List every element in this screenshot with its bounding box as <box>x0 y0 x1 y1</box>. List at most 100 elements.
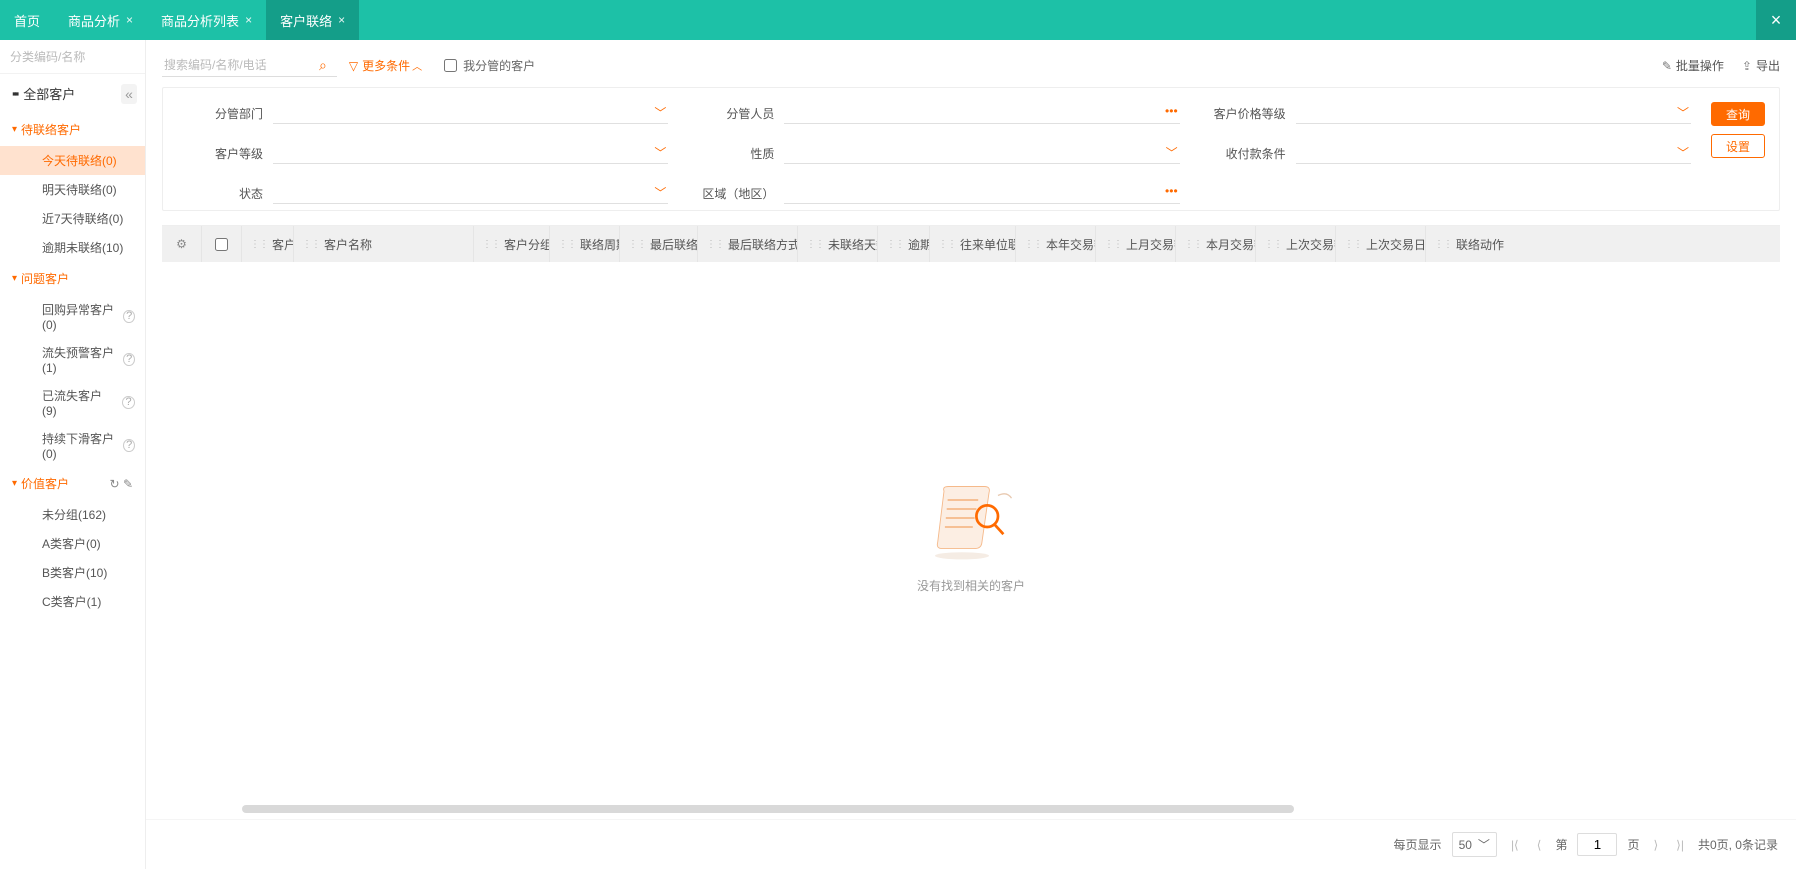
filter-field-0-2[interactable]: 客户价格等级﹀ <box>1204 102 1691 124</box>
drag-handle-icon[interactable]: ⋮⋮ <box>938 239 956 250</box>
drag-handle-icon[interactable]: ⋮⋮ <box>482 239 500 250</box>
next-page-button[interactable]: ⟩ <box>1649 838 1662 852</box>
filter-input[interactable]: ﹀ <box>1296 102 1691 124</box>
sidebar-item-1-3[interactable]: 持续下滑客户(0)? <box>0 424 145 467</box>
drag-handle-icon[interactable]: ⋮⋮ <box>1104 239 1122 250</box>
table-header-col-2[interactable]: ⋮⋮客户分组 <box>474 226 550 262</box>
settings-button[interactable]: 设置 <box>1711 134 1765 158</box>
filter-input[interactable]: ﹀ <box>273 142 668 164</box>
help-icon[interactable]: ? <box>122 396 135 409</box>
edit-icon[interactable]: ✎ <box>123 477 133 491</box>
my-customers-checkbox[interactable]: 我分管的客户 <box>444 57 535 74</box>
sidebar-item-0-0[interactable]: 今天待联络(0) <box>0 146 145 175</box>
sidebar-item-1-0[interactable]: 回购异常客户(0)? <box>0 295 145 338</box>
sidebar-item-0-2[interactable]: 近7天待联络(0) <box>0 204 145 233</box>
drag-handle-icon[interactable]: ⋮⋮ <box>706 239 724 250</box>
more-conditions-toggle[interactable]: ▽ 更多条件 ︿ <box>349 57 422 74</box>
horizontal-scrollbar[interactable] <box>162 805 1780 815</box>
close-icon[interactable]: × <box>245 13 252 27</box>
refresh-icon[interactable]: ↻ <box>110 477 120 491</box>
sidebar-item-0-1[interactable]: 明天待联络(0) <box>0 175 145 204</box>
prev-page-button[interactable]: ⟨ <box>1533 838 1546 852</box>
filter-field-0-0[interactable]: 分管部门﹀ <box>181 102 668 124</box>
sidebar-group-2[interactable]: ▾价值客户↻ ✎ <box>0 467 145 500</box>
filter-input[interactable]: ••• <box>784 182 1179 204</box>
sidebar-item-2-2[interactable]: B类客户(10) <box>0 558 145 587</box>
table-header-col-3[interactable]: ⋮⋮联络周期 <box>550 226 620 262</box>
sidebar-item-1-2[interactable]: 已流失客户(9)? <box>0 381 145 424</box>
drag-handle-icon[interactable]: ⋮⋮ <box>886 239 904 250</box>
export-button[interactable]: ⇪ 导出 <box>1742 57 1780 74</box>
drag-handle-icon[interactable]: ⋮⋮ <box>806 239 824 250</box>
sidebar-item-1-1[interactable]: 流失预警客户(1)? <box>0 338 145 381</box>
table-header-col-13[interactable]: ⋮⋮上次交易日期 <box>1336 226 1426 262</box>
more-icon[interactable]: ••• <box>1165 184 1178 198</box>
select-all-input[interactable] <box>215 238 228 251</box>
drag-handle-icon[interactable]: ⋮⋮ <box>1184 239 1202 250</box>
sidebar-all-customers[interactable]: ▪▪ 全部客户 « <box>0 74 145 113</box>
help-icon[interactable]: ? <box>123 310 135 323</box>
table-header-col-5[interactable]: ⋮⋮最后联络方式 <box>698 226 798 262</box>
drag-handle-icon[interactable]: ⋮⋮ <box>250 239 268 250</box>
scrollbar-thumb[interactable] <box>242 805 1294 813</box>
filter-field-2-0[interactable]: 状态﹀ <box>181 182 668 204</box>
table-header-col-1[interactable]: ⋮⋮客户名称 <box>294 226 474 262</box>
table-header-col-9[interactable]: ⋮⋮本年交易额 <box>1016 226 1096 262</box>
per-page-select[interactable]: 50 ﹀ <box>1452 832 1497 857</box>
sidebar-item-2-3[interactable]: C类客户(1) <box>0 587 145 616</box>
help-icon[interactable]: ? <box>123 353 135 366</box>
table-header-col-7[interactable]: ⋮⋮逾期... <box>878 226 930 262</box>
drag-handle-icon[interactable]: ⋮⋮ <box>1344 239 1362 250</box>
first-page-button[interactable]: |⟨ <box>1507 838 1523 852</box>
table-header-col-11[interactable]: ⋮⋮本月交易额 <box>1176 226 1256 262</box>
more-icon[interactable]: ••• <box>1165 104 1178 118</box>
help-icon[interactable]: ? <box>123 439 135 452</box>
filter-input[interactable]: ﹀ <box>273 102 668 124</box>
table-header-col-4[interactable]: ⋮⋮最后联络... <box>620 226 698 262</box>
filter-field-1-2[interactable]: 收付款条件﹀ <box>1204 142 1691 164</box>
page-number-input[interactable] <box>1577 833 1617 856</box>
query-button[interactable]: 查询 <box>1711 102 1765 126</box>
tab-3[interactable]: 客户联络× <box>266 0 359 40</box>
sidebar-group-1[interactable]: ▾问题客户 <box>0 262 145 295</box>
drag-handle-icon[interactable]: ⋮⋮ <box>628 239 646 250</box>
batch-action-button[interactable]: ✎ 批量操作 <box>1662 57 1724 74</box>
filter-input[interactable]: ﹀ <box>1296 142 1691 164</box>
main-search-input[interactable] <box>162 54 337 77</box>
table-header-col-12[interactable]: ⋮⋮上次交易额 <box>1256 226 1336 262</box>
drag-handle-icon[interactable]: ⋮⋮ <box>302 239 320 250</box>
tab-2[interactable]: 商品分析列表× <box>147 0 266 40</box>
sidebar-item-0-3[interactable]: 逾期未联络(10) <box>0 233 145 262</box>
tab-1[interactable]: 商品分析× <box>54 0 147 40</box>
collapse-sidebar-icon[interactable]: « <box>121 84 137 104</box>
my-customers-input[interactable] <box>444 59 457 72</box>
drag-handle-icon[interactable]: ⋮⋮ <box>1024 239 1042 250</box>
table-header-col-10[interactable]: ⋮⋮上月交易额 <box>1096 226 1176 262</box>
filter-input[interactable]: ••• <box>784 102 1179 124</box>
drag-handle-icon[interactable]: ⋮⋮ <box>1434 239 1452 250</box>
filter-input[interactable]: ﹀ <box>784 142 1179 164</box>
close-icon[interactable]: × <box>126 13 133 27</box>
filter-input[interactable]: ﹀ <box>273 182 668 204</box>
drag-handle-icon[interactable]: ⋮⋮ <box>1264 239 1282 250</box>
table-settings-icon[interactable]: ⚙ <box>162 226 202 262</box>
table-header-col-8[interactable]: ⋮⋮往来单位联... <box>930 226 1016 262</box>
sidebar-item-2-0[interactable]: 未分组(162) <box>0 500 145 529</box>
group-tools[interactable]: ↻ ✎ <box>110 477 133 491</box>
table-header-col-0[interactable]: ⋮⋮客户... <box>242 226 294 262</box>
sidebar-item-2-1[interactable]: A类客户(0) <box>0 529 145 558</box>
sidebar-search-input[interactable] <box>10 50 165 64</box>
drag-handle-icon[interactable]: ⋮⋮ <box>558 239 576 250</box>
close-all-tabs-button[interactable]: × <box>1756 0 1796 40</box>
last-page-button[interactable]: ⟩| <box>1672 838 1688 852</box>
filter-field-1-1[interactable]: 性质﹀ <box>692 142 1179 164</box>
select-all-checkbox[interactable] <box>202 226 242 262</box>
tab-0[interactable]: 首页 <box>0 0 54 40</box>
close-icon[interactable]: × <box>338 13 345 27</box>
table-header-col-6[interactable]: ⋮⋮未联络天数 <box>798 226 878 262</box>
filter-field-0-1[interactable]: 分管人员••• <box>692 102 1179 124</box>
sidebar-group-0[interactable]: ▾待联络客户 <box>0 113 145 146</box>
filter-field-2-1[interactable]: 区域（地区）••• <box>692 182 1179 204</box>
table-header-col-14[interactable]: ⋮⋮联络动作 <box>1426 226 1504 262</box>
filter-field-1-0[interactable]: 客户等级﹀ <box>181 142 668 164</box>
